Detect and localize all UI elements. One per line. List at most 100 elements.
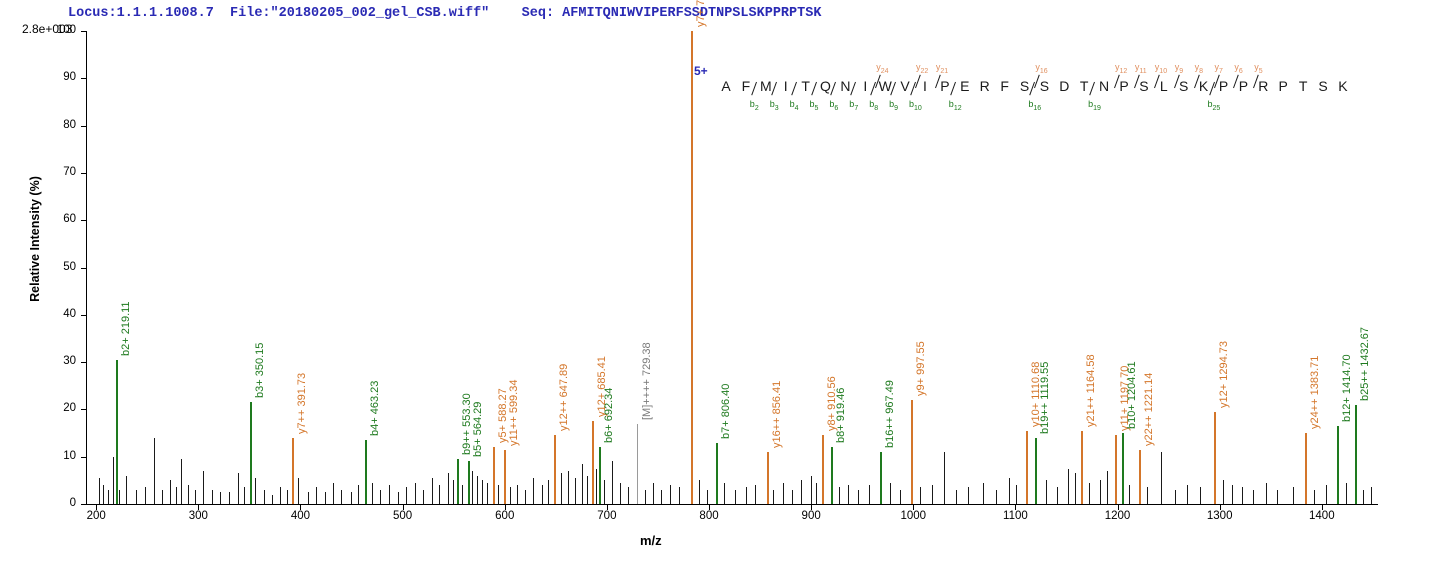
unassigned-peak [447, 473, 449, 504]
peak-annotation-label: b16++ 967.49 [884, 380, 897, 448]
unassigned-peak [724, 482, 726, 504]
unassigned-peak [628, 487, 630, 504]
sequence-residue: I [923, 78, 927, 94]
unassigned-peak [271, 494, 273, 504]
sequence-residue: F [1000, 78, 1009, 94]
unassigned-peak [1100, 480, 1102, 504]
unassigned-peak [1128, 485, 1130, 504]
unassigned-peak [108, 489, 110, 504]
unassigned-peak [547, 480, 549, 504]
unassigned-peak [670, 485, 672, 504]
peak-annotation-label: y21++ 1164.58 [1085, 354, 1098, 427]
b-ion-label: b3 [769, 99, 779, 112]
unassigned-peak [889, 482, 891, 504]
y-ion-peak [691, 31, 694, 504]
peak-annotation-label: b12+ 1414.70 [1340, 354, 1353, 422]
sequence-residue: R [1258, 78, 1269, 94]
b-ion-label: b19 [1088, 99, 1101, 112]
unassigned-peak [791, 489, 793, 504]
sequence-residue: W [878, 78, 892, 94]
unassigned-peak [439, 485, 441, 504]
y-ion-label: y6 [1234, 62, 1243, 75]
unassigned-peak [298, 478, 300, 504]
y-ion-peak [1139, 449, 1142, 504]
x-axis-tick [913, 505, 915, 510]
unassigned-peak [931, 485, 933, 504]
y-axis-tick-label: 50 [63, 260, 76, 273]
x-axis-tick [709, 505, 711, 510]
unassigned-peak [203, 470, 205, 504]
unassigned-peak [341, 489, 343, 504]
unassigned-peak [1293, 487, 1295, 504]
b-ion-peak [115, 359, 118, 504]
unassigned-peak [1231, 485, 1233, 504]
unassigned-peak [175, 487, 177, 504]
peak-annotation-label: b2+ 219.11 [119, 301, 132, 356]
unassigned-peak [497, 485, 499, 504]
y-axis-tick-label: 80 [63, 118, 76, 131]
unassigned-peak [414, 482, 416, 504]
x-axis-tick-label: 1400 [1309, 510, 1335, 522]
unassigned-peak [452, 480, 454, 504]
peak-annotation-label: y5+ 588.27 [496, 388, 509, 444]
unassigned-peak [858, 489, 860, 504]
b-ion-peak [1336, 425, 1339, 504]
y-axis-tick-label: 20 [63, 402, 76, 415]
y-axis-tick [81, 31, 86, 32]
unassigned-peak [1174, 489, 1176, 504]
sequence-residue: A [721, 78, 731, 94]
peak-annotation-label: y12++ 647.89 [557, 364, 570, 432]
y-ion-peak [492, 447, 495, 504]
unassigned-peak [1222, 480, 1224, 504]
y-ion-peak [591, 421, 594, 504]
unassigned-peak [472, 470, 474, 504]
y-ion-label: y9 [1174, 62, 1184, 75]
peak-annotation-label: b6+ 692.34 [603, 387, 616, 444]
peak-annotation-label: b19++ 1119.55 [1039, 361, 1052, 434]
b-ion-peak [1355, 404, 1358, 504]
x-axis-tick-label: 1200 [1104, 510, 1131, 522]
b-ion-peak [468, 461, 471, 504]
peak-annotation-label: y7++ 391.73 [296, 372, 309, 434]
unassigned-peak [357, 485, 359, 504]
b-ion-label: b5 [809, 99, 819, 112]
unassigned-peak [1346, 482, 1348, 504]
unassigned-peak [161, 489, 163, 504]
sequence-residue: S [1139, 78, 1149, 94]
sequence-residue: L [1159, 78, 1168, 94]
sequence-residue: T [1298, 78, 1308, 94]
unassigned-peak [1242, 487, 1244, 504]
unassigned-peak [816, 482, 818, 504]
unassigned-peak [587, 475, 589, 504]
unassigned-peak [254, 478, 256, 504]
locus-file-seq-line: Locus:1.1.1.1008.7 File:"20180205_002_ge… [68, 6, 822, 21]
unassigned-peak [811, 475, 813, 504]
y-axis-tick-label: 40 [63, 307, 76, 320]
unassigned-peak [773, 489, 775, 504]
unassigned-peak [679, 487, 681, 504]
b-ion-peak [457, 459, 460, 504]
unassigned-peak [423, 489, 425, 504]
unassigned-peak [136, 489, 138, 504]
unassigned-peak [1161, 451, 1163, 504]
unassigned-peak [1200, 487, 1202, 504]
x-axis-tick [606, 505, 608, 510]
y-axis-tick [81, 456, 86, 458]
peak-annotation-label: b4+ 463.23 [369, 380, 382, 437]
x-axis-tick [811, 505, 813, 510]
unassigned-peak [568, 470, 570, 504]
y-axis-tick-label: 60 [63, 213, 76, 226]
unassigned-peak [575, 478, 577, 504]
unassigned-peak [745, 487, 747, 504]
y-axis-tick [81, 125, 86, 127]
unassigned-peak [541, 485, 543, 504]
peak-annotation-label: b8+ 919.46 [835, 387, 848, 444]
unassigned-peak [397, 492, 399, 504]
unassigned-peak [603, 480, 605, 504]
y-axis-tick-label: 30 [63, 355, 76, 368]
x-axis-tick [504, 505, 506, 510]
unassigned-peak [652, 482, 654, 504]
peak-annotation-label: y16++ 856.41 [770, 380, 783, 448]
unassigned-peak [219, 492, 221, 504]
y-ion-peak [553, 435, 556, 504]
